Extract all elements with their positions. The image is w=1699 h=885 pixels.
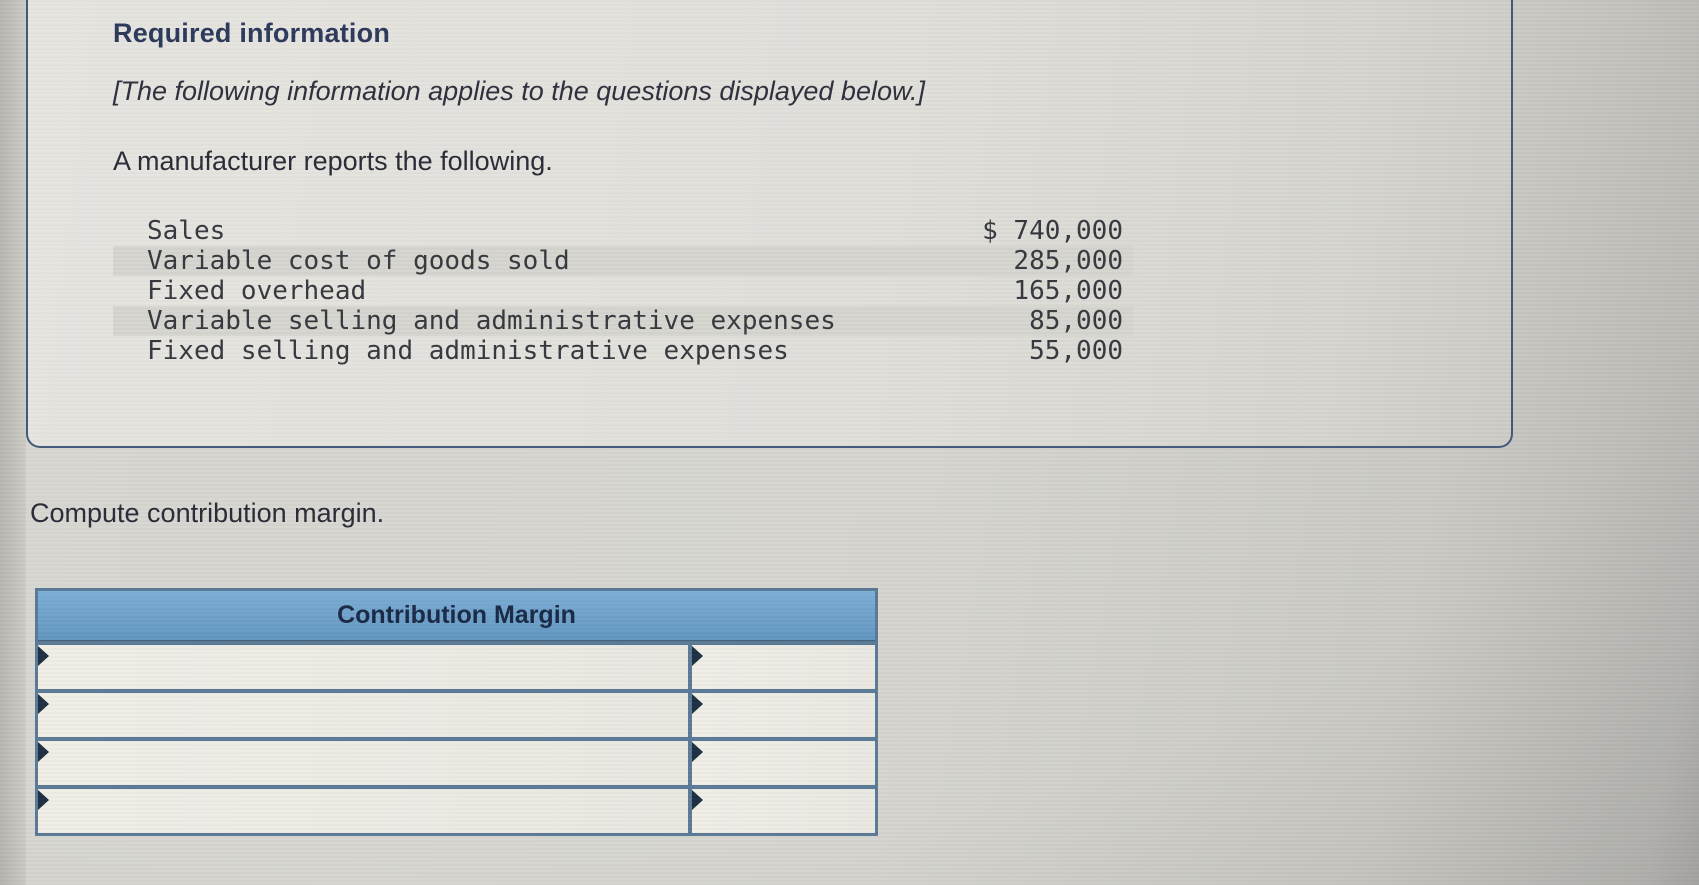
worksheet-label-cell[interactable] xyxy=(38,741,688,785)
dropdown-marker-icon xyxy=(38,646,49,666)
dropdown-marker-icon xyxy=(692,694,703,714)
required-info-card: Required information [The following info… xyxy=(26,0,1513,448)
financial-row: Sales $ 740,000 xyxy=(113,216,1133,246)
financial-label: Fixed overhead xyxy=(147,276,367,306)
general-note: [The following information applies to th… xyxy=(113,76,925,106)
dropdown-marker-icon xyxy=(38,742,49,762)
worksheet-label-cell[interactable] xyxy=(38,789,688,833)
question-prompt: Compute contribution margin. xyxy=(30,498,385,528)
financial-data-table: Sales $ 740,000 Variable cost of goods s… xyxy=(113,216,1133,366)
dropdown-marker-icon xyxy=(38,790,49,810)
financial-row: Fixed overhead 165,000 xyxy=(113,276,1133,306)
financial-label: Sales xyxy=(147,216,226,246)
table-header: Contribution Margin xyxy=(38,591,875,641)
financial-value: 165,000 xyxy=(1013,276,1123,306)
dropdown-marker-icon xyxy=(692,742,703,762)
financial-label: Fixed selling and administrative expense… xyxy=(147,336,789,366)
financial-row: Variable cost of goods sold 285,000 xyxy=(113,246,1133,276)
worksheet-amount-cell[interactable] xyxy=(692,741,875,785)
worksheet-amount-cell[interactable] xyxy=(692,645,875,689)
contribution-margin-table: Contribution Margin xyxy=(35,588,878,836)
worksheet-label-cell[interactable] xyxy=(38,693,688,737)
financial-value: $ 740,000 xyxy=(982,216,1123,246)
financial-value: 285,000 xyxy=(1013,246,1123,276)
financial-label: Variable selling and administrative expe… xyxy=(147,306,836,336)
dropdown-marker-icon xyxy=(38,694,49,714)
financial-row: Fixed selling and administrative expense… xyxy=(113,336,1133,366)
dropdown-marker-icon xyxy=(692,790,703,810)
worksheet-amount-cell[interactable] xyxy=(692,789,875,833)
intro-text: A manufacturer reports the following. xyxy=(113,146,553,176)
worksheet-amount-cell[interactable] xyxy=(692,693,875,737)
worksheet-label-cell[interactable] xyxy=(38,645,688,689)
financial-value: 85,000 xyxy=(1029,306,1123,336)
dropdown-marker-icon xyxy=(692,646,703,666)
financial-label: Variable cost of goods sold xyxy=(147,246,570,276)
financial-row: Variable selling and administrative expe… xyxy=(113,306,1133,336)
required-information-heading: Required information xyxy=(113,18,391,48)
financial-value: 55,000 xyxy=(1029,336,1123,366)
